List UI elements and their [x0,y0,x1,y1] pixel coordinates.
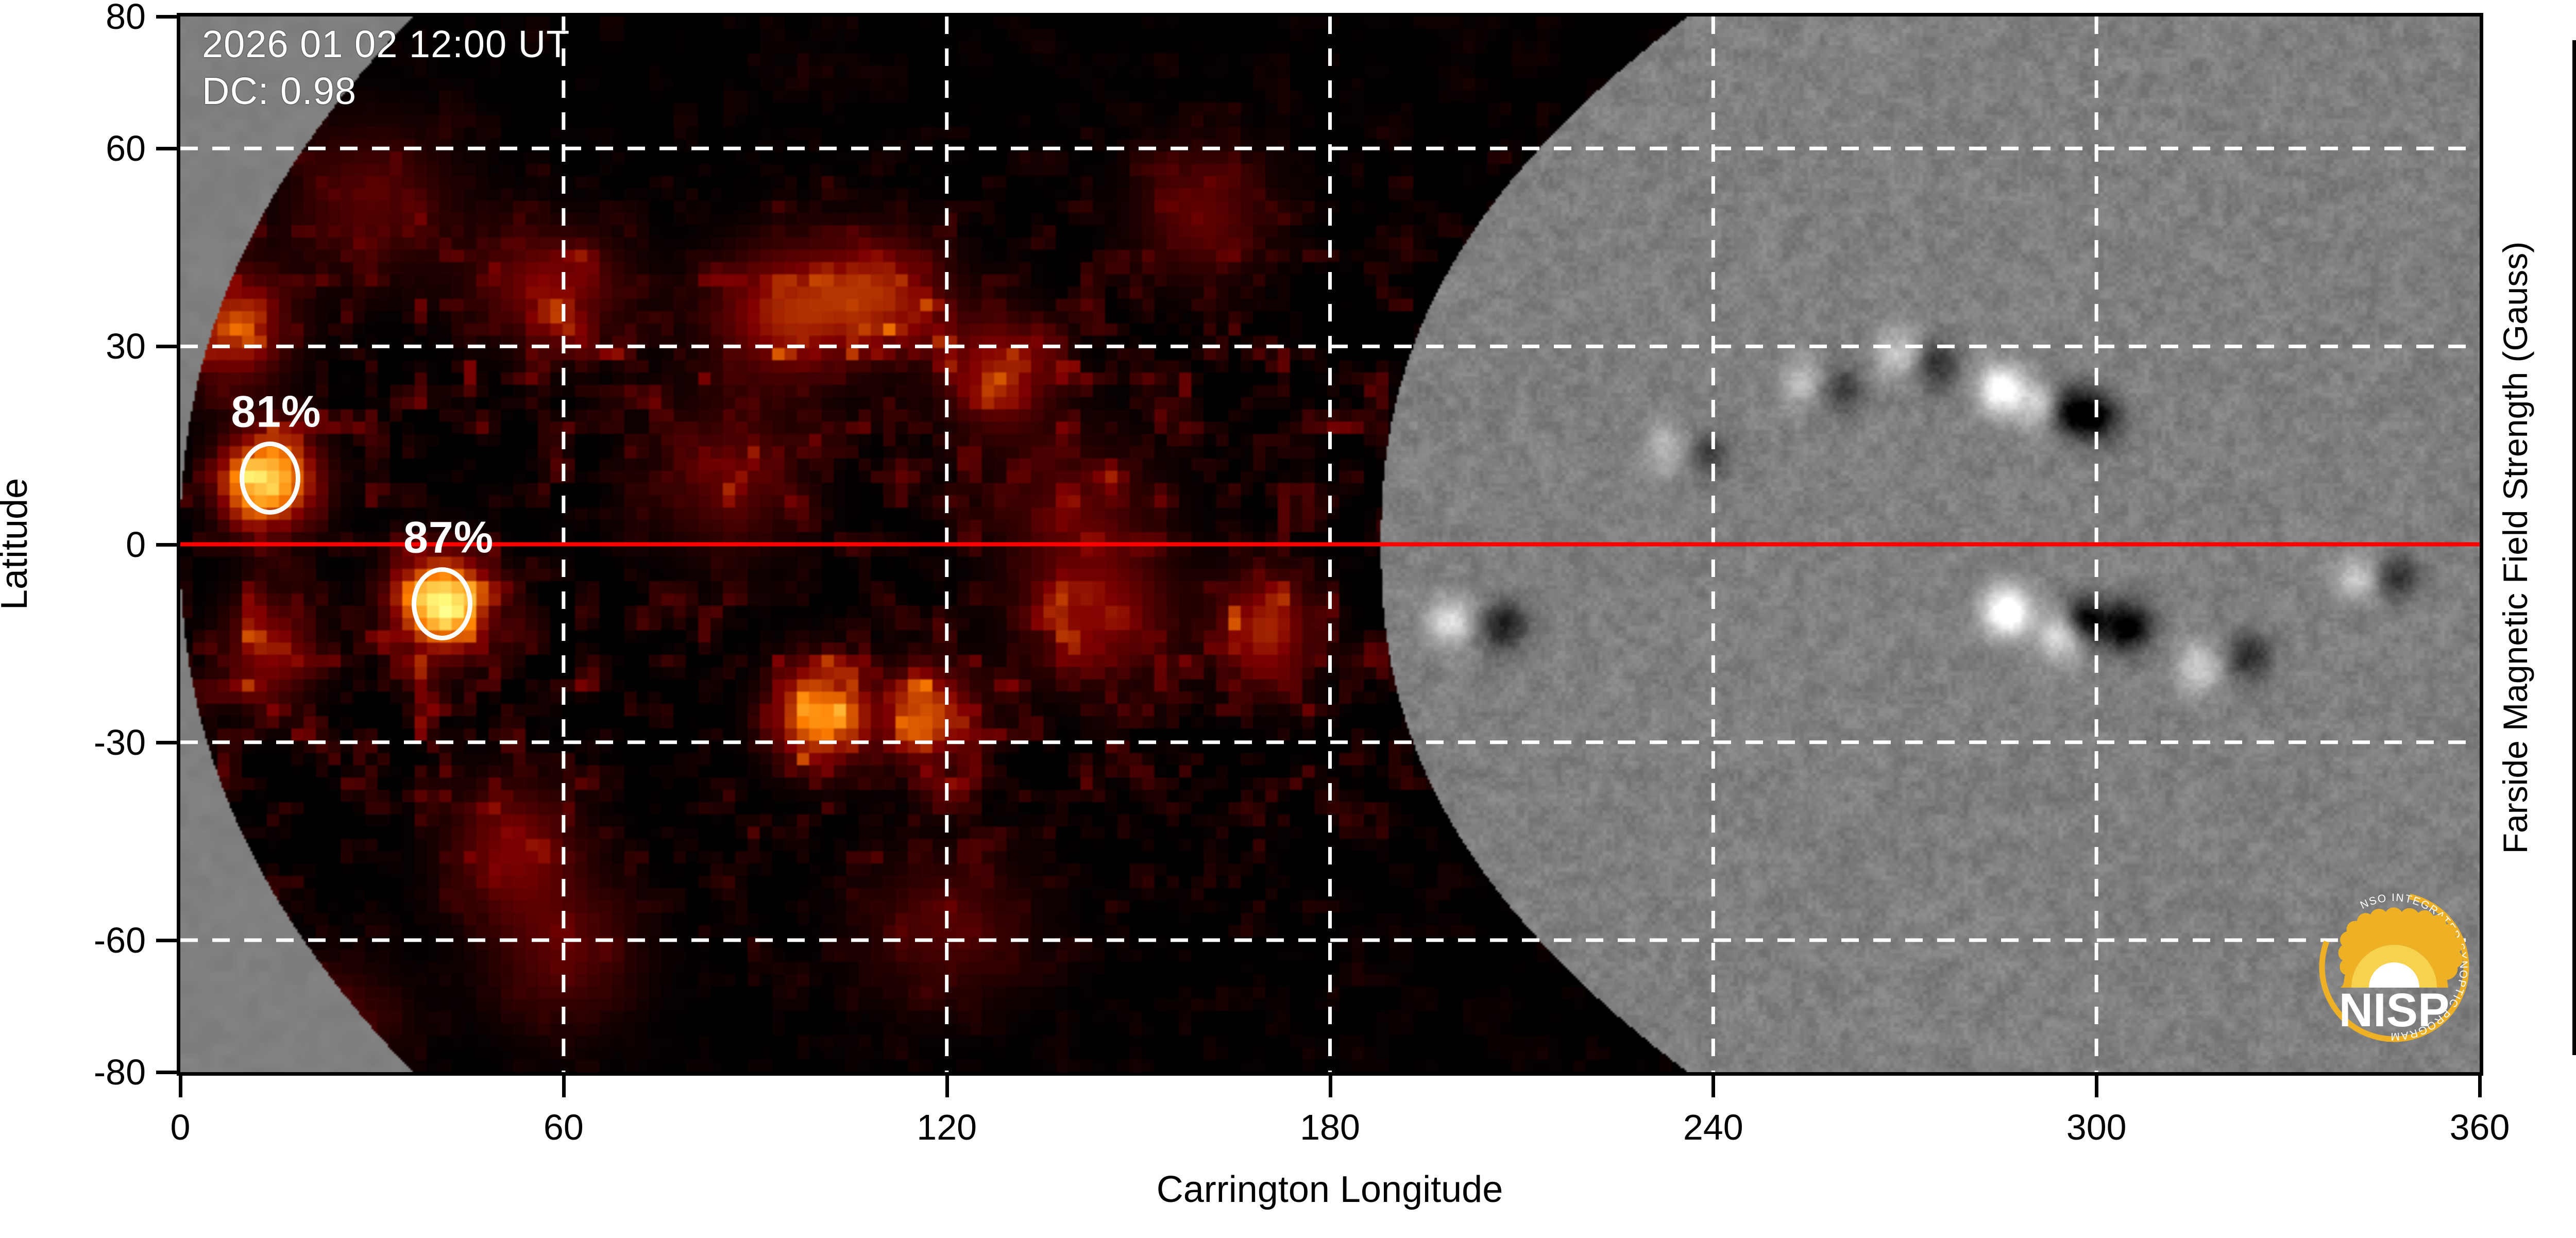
x-tick-label: 240 [1683,1107,1743,1147]
x-tick-mark [1711,1076,1716,1097]
y-tick-label: -80 [93,1052,146,1092]
grid-overlay [180,16,2480,1072]
colorbar-title: Farside Magnetic Field Strength (Gauss) [2496,241,2534,854]
x-tick-mark [179,1076,182,1097]
x-tick-mark [2478,1076,2482,1097]
x-tick-label: 0 [170,1107,191,1147]
hotspot-percent-label: 81% [231,387,321,437]
y-tick-label: -30 [93,722,146,762]
x-tick-mark [1328,1076,1332,1097]
logo-acronym: NISP [2339,984,2450,1037]
y-tick-label: 0 [126,524,146,565]
x-tick-label: 180 [1300,1107,1360,1147]
hotspot-percent-label: 87% [403,513,494,563]
y-tick-mark [156,15,177,19]
magnetogram-plot-area [177,13,2483,1076]
y-tick-mark [156,740,177,744]
y-tick-label: 30 [106,326,146,367]
x-tick-label: 60 [543,1107,584,1147]
x-tick-label: 120 [917,1107,977,1147]
y-tick-label: -60 [93,920,146,960]
hotspot-circle [412,567,473,640]
x-tick-mark [2095,1076,2099,1097]
y-tick-label: 60 [106,128,146,169]
hotspot-circle [239,442,300,515]
x-tick-label: 360 [2449,1107,2510,1147]
y-tick-mark [156,345,177,349]
colorbar-farside [2572,40,2576,1055]
y-tick-label: 80 [106,0,146,37]
y-tick-mark [156,542,177,547]
logo-sun-glyph [2338,907,2463,988]
logo-outer-ring [2319,892,2469,1042]
logo-disk-core [2369,962,2419,988]
x-axis-title: Carrington Longitude [1156,1169,1503,1210]
y-axis-ticks: 80 60 30 0 -30 -60 -80 [0,0,177,1238]
timestamp-stamp: 2026 01 02 12:00 UT DC: 0.98 [202,23,570,113]
x-tick-mark [562,1076,566,1097]
x-tick-mark [945,1076,949,1097]
y-tick-mark [156,1071,177,1074]
y-tick-mark [156,147,177,151]
x-axis-ticks: 0 60 120 180 240 300 360 [0,1076,2576,1238]
y-tick-mark [156,938,177,942]
nisp-logo: NSO INTEGRATED SYNOPTIC PROGRAM NISP [2319,892,2469,1042]
y-axis-title: Latitude [0,478,35,610]
x-tick-label: 300 [2066,1107,2127,1147]
